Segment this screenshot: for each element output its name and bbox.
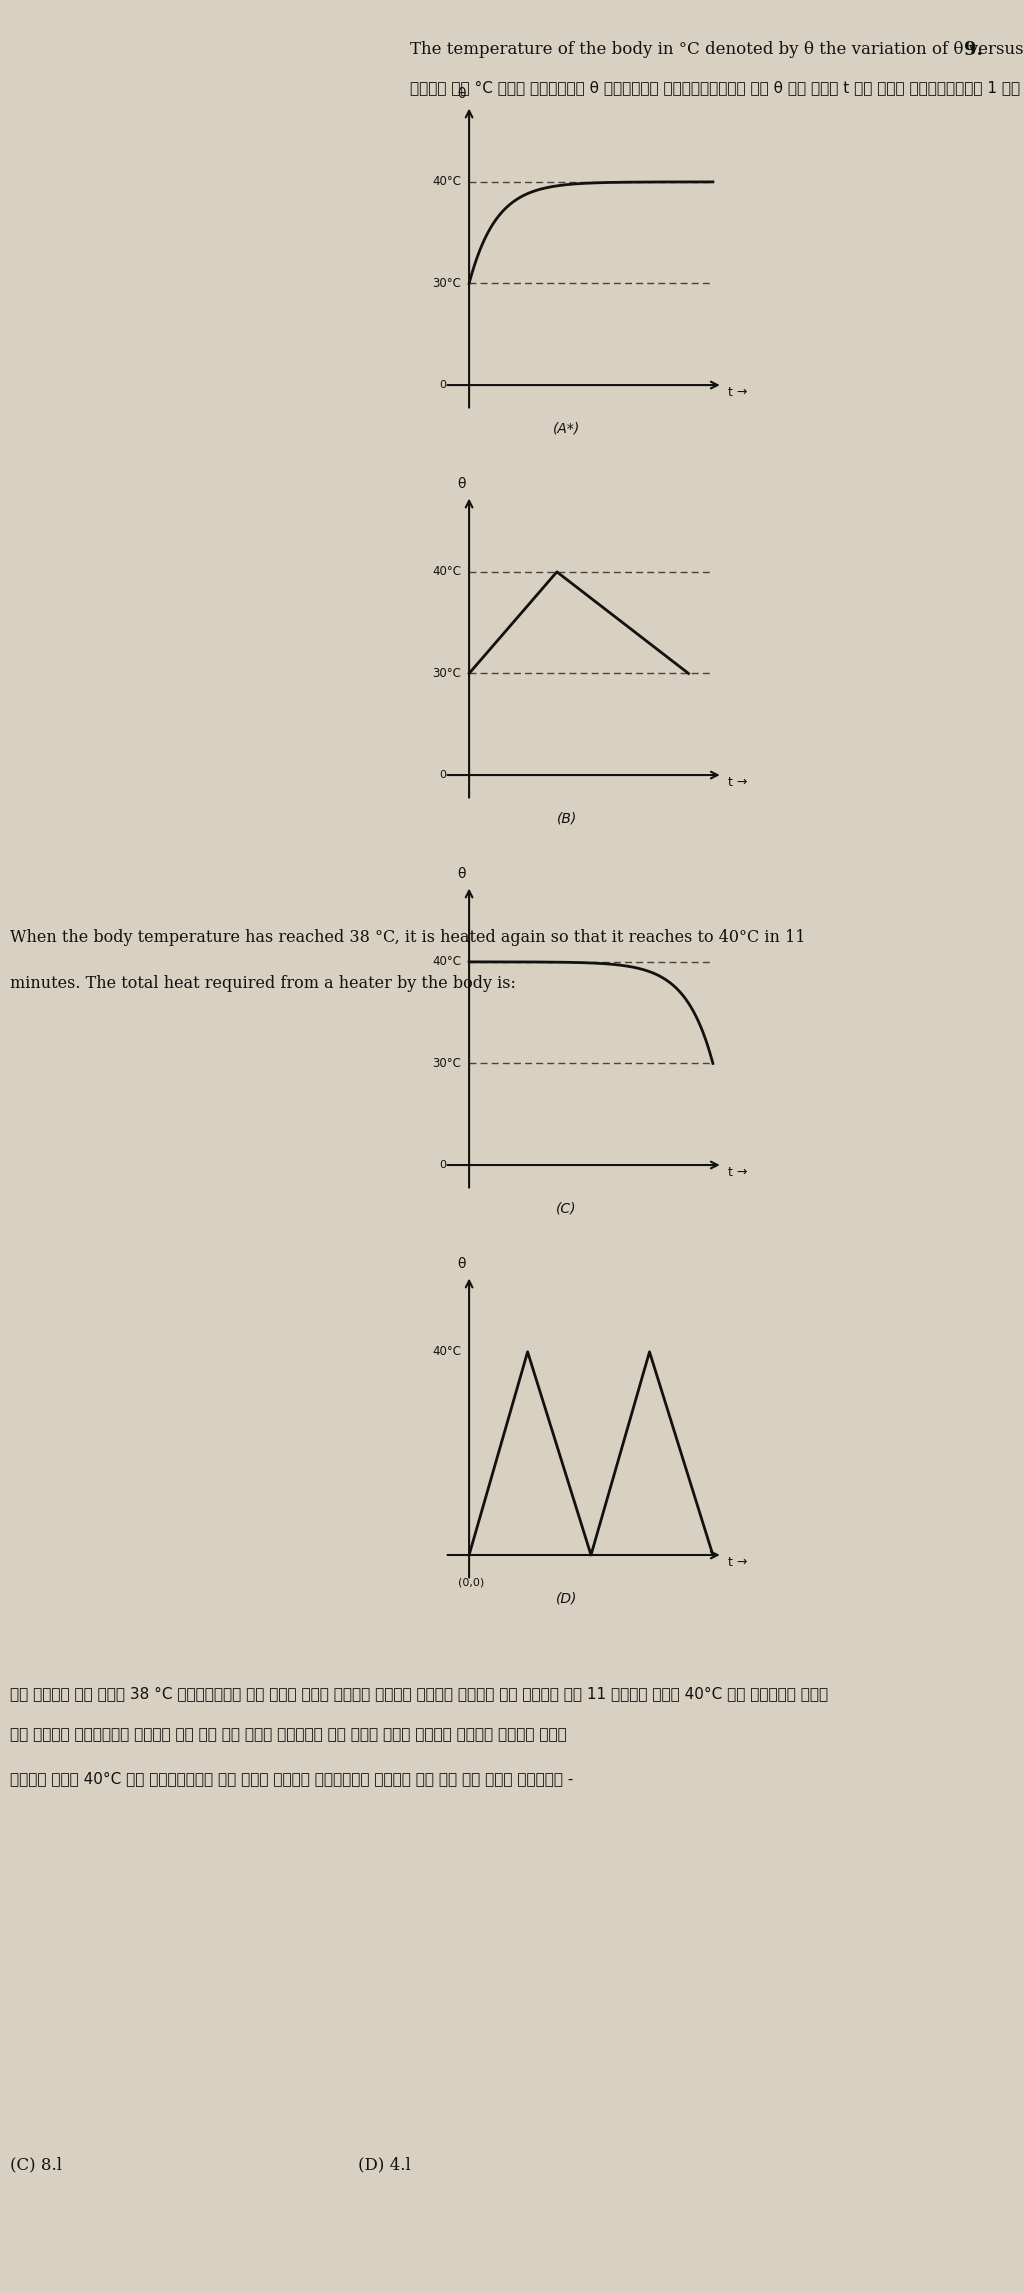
Text: When the body temperature has reached 38 °C, it is heated again so that it reach: When the body temperature has reached 38… (10, 929, 806, 945)
Text: (C): (C) (556, 1202, 577, 1216)
Text: t →: t → (727, 385, 746, 399)
Text: 30°C: 30°C (432, 278, 462, 289)
Text: इस शरीर का ताप 38 °C पहुँचने के बाद इसे पुनः गर्म किया जाता है ताकि वह 11 मिनट म: इस शरीर का ताप 38 °C पहुँचने के बाद इसे … (10, 1686, 828, 1702)
Text: t →: t → (727, 1555, 746, 1569)
Text: θ: θ (458, 477, 466, 491)
Text: t →: t → (727, 775, 746, 789)
Text: 0: 0 (438, 381, 445, 390)
Text: 40°C: 40°C (432, 564, 462, 578)
Text: minutes. The total heat required from a heater by the body is:: minutes. The total heat required from a … (10, 975, 516, 991)
Text: (C) 8.l: (C) 8.l (10, 2156, 62, 2172)
Text: 0: 0 (438, 1161, 445, 1170)
Text: 30°C: 30°C (432, 668, 462, 679)
Text: (0,0): (0,0) (459, 1578, 484, 1587)
Text: (D): (D) (556, 1592, 578, 1606)
Text: 0: 0 (438, 771, 445, 780)
Text: θ: θ (458, 867, 466, 881)
Text: (A*): (A*) (553, 422, 581, 436)
Text: θ: θ (458, 1257, 466, 1271)
Text: मिनट में 40°C तक पहुँचने के लिए शरीर द्वारा हीटर से ली गई कुल उष्मा -: मिनट में 40°C तक पहुँचने के लिए शरीर द्व… (10, 1771, 573, 1787)
Text: (B): (B) (556, 812, 577, 826)
Text: 9.: 9. (965, 41, 983, 60)
Text: 40°C: 40°C (432, 174, 462, 188)
Text: शरीर का °C में तापमान θ द्वारा प्रदर्शित है θ का समय t के साथ परिवर्तन 1 के साथ : शरीर का °C में तापमान θ द्वारा प्रदर्शित… (410, 80, 1024, 96)
Text: इस शरीर द्वारा हीटर से ली गई कुल उष्मा के लिए उसे गर्म किया जाता है।: इस शरीर द्वारा हीटर से ली गई कुल उष्मा क… (10, 1727, 567, 1743)
Text: 40°C: 40°C (432, 954, 462, 968)
Text: θ: θ (458, 87, 466, 101)
Text: The temperature of the body in °C denoted by θ the variation of θ versus time  t: The temperature of the body in °C denote… (410, 41, 1024, 57)
Text: 40°C: 40°C (432, 1344, 462, 1358)
Text: t →: t → (727, 1165, 746, 1179)
Text: (D) 4.l: (D) 4.l (358, 2156, 412, 2172)
Text: 30°C: 30°C (432, 1058, 462, 1069)
